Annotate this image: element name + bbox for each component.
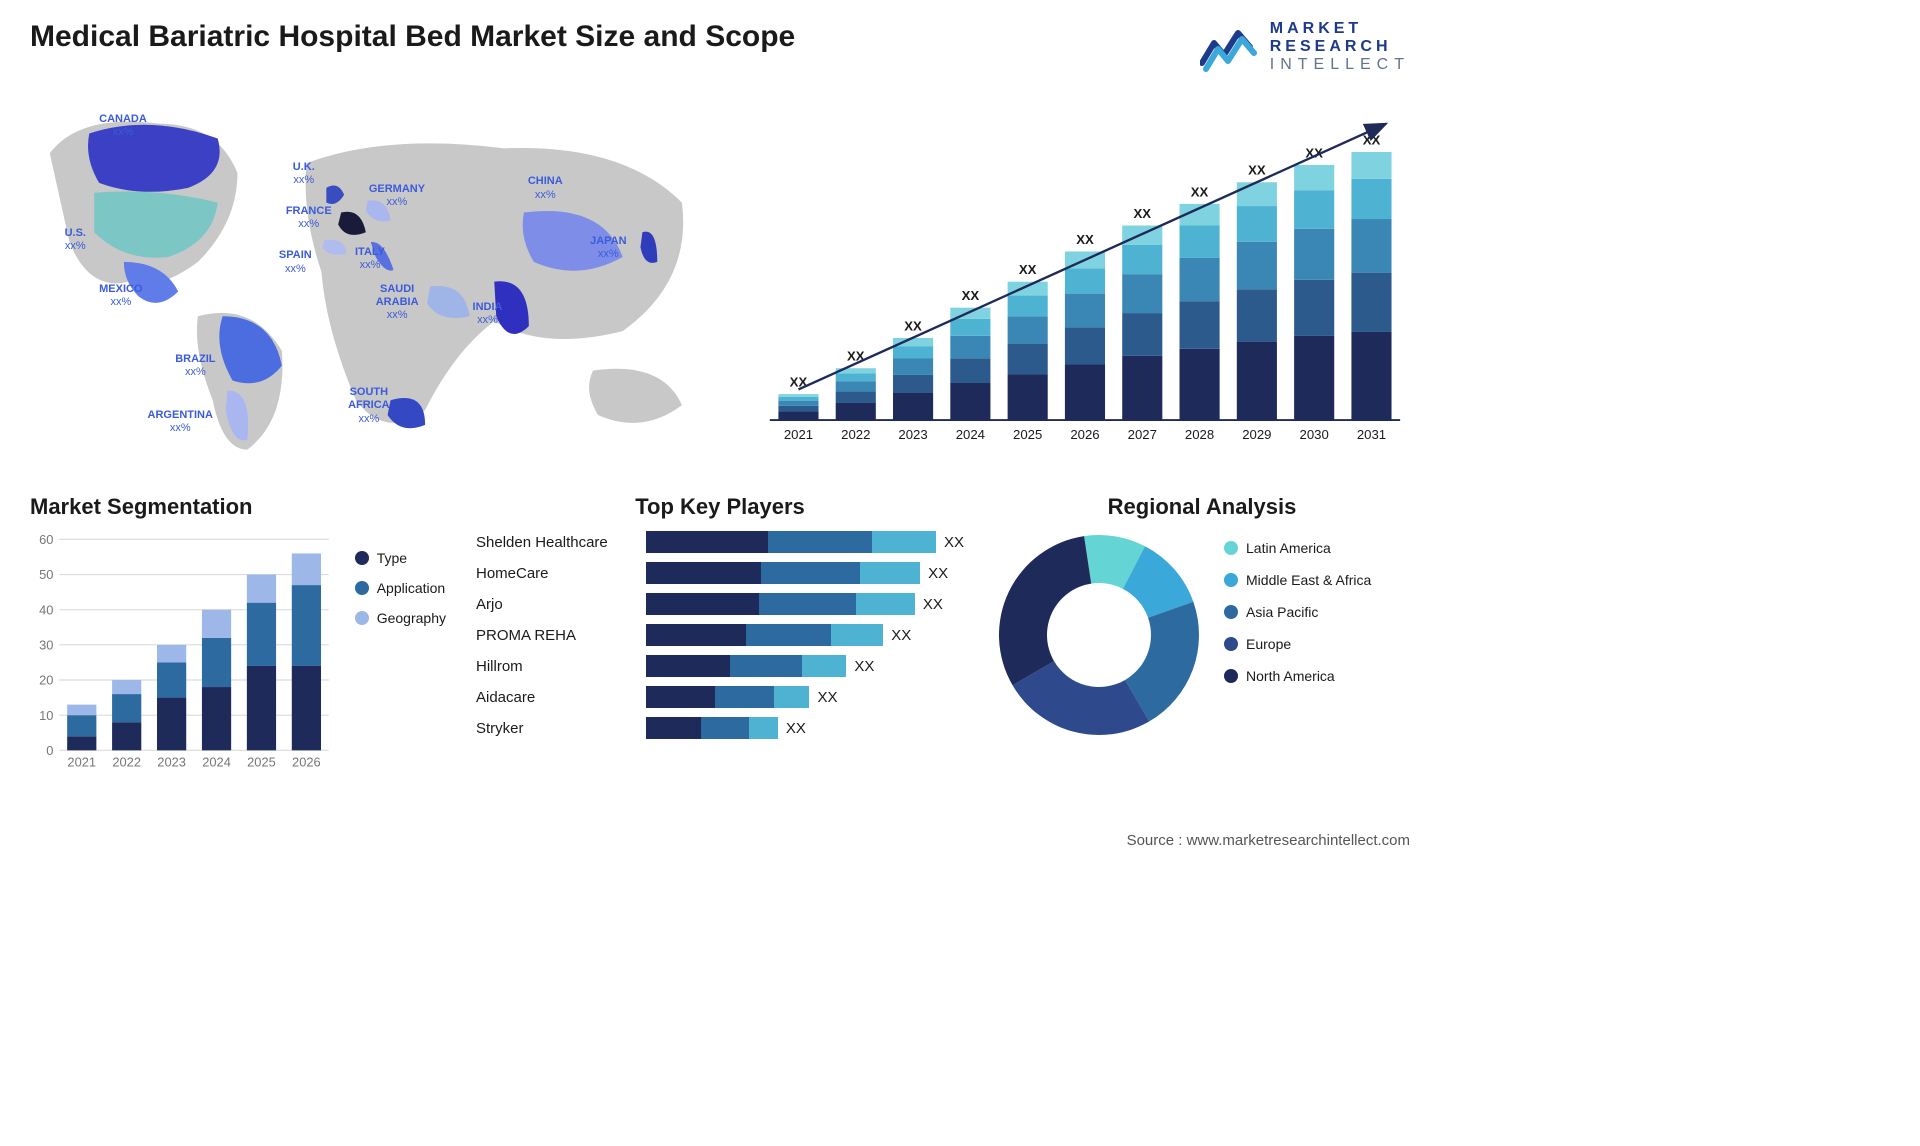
svg-text:2024: 2024 (202, 755, 231, 770)
player-name: Stryker (476, 716, 636, 740)
svg-text:XX: XX (1077, 232, 1095, 247)
map-label-us: U.S.xx% (65, 227, 86, 253)
map-label-saudi: SAUDIARABIAxx% (376, 283, 419, 323)
player-name: Aidacare (476, 685, 636, 709)
donut-legend-item: Europe (1224, 636, 1371, 652)
logo-text-3: INTELLECT (1270, 56, 1410, 74)
svg-text:XX: XX (1363, 132, 1381, 147)
svg-text:2028: 2028 (1185, 427, 1214, 442)
map-label-india: INDIAxx% (473, 301, 503, 327)
svg-text:2025: 2025 (1013, 427, 1042, 442)
map-label-china: CHINAxx% (528, 175, 563, 201)
seg-legend-item: Type (355, 550, 446, 566)
svg-text:XX: XX (1134, 206, 1152, 221)
logo-text-2: RESEARCH (1270, 38, 1410, 56)
players-panel: Top Key Players Shelden Healthcare HomeCa… (476, 494, 964, 776)
donut-legend-item: Middle East & Africa (1224, 572, 1371, 588)
page-title: Medical Bariatric Hospital Bed Market Si… (30, 20, 795, 54)
logo-text-1: MARKET (1270, 20, 1410, 38)
svg-text:2024: 2024 (956, 427, 985, 442)
map-label-brazil: BRAZILxx% (175, 353, 215, 379)
players-title: Top Key Players (476, 494, 964, 520)
svg-text:XX: XX (1019, 262, 1037, 277)
map-label-uk: U.K.xx% (293, 161, 315, 187)
brand-logo: MARKET RESEARCH INTELLECT (1200, 20, 1410, 74)
donut-chart-svg (994, 530, 1204, 740)
player-name-list: Shelden Healthcare HomeCare Arjo PROMA REHA… (476, 530, 636, 740)
svg-text:2026: 2026 (292, 755, 321, 770)
map-label-japan: JAPANxx% (590, 235, 626, 261)
svg-text:2030: 2030 (1300, 427, 1329, 442)
growth-chart-svg: XX 2021 XX 2022 XX 2023 XX 2024 XX 2025 XX 2026 XX 20… (751, 94, 1410, 464)
map-label-germany: GERMANYxx% (369, 183, 425, 209)
svg-text:XX: XX (962, 288, 980, 303)
map-label-canada: CANADAxx% (99, 113, 147, 139)
map-label-italy: ITALYxx% (355, 246, 385, 272)
svg-text:60: 60 (39, 532, 53, 547)
svg-text:2029: 2029 (1243, 427, 1272, 442)
player-bar-row: XX (646, 623, 964, 647)
segmentation-chart-svg: 0 10 20 30 40 50 60 2021 2022 2023 2024 2025 2026 (30, 530, 335, 776)
svg-text:2021: 2021 (67, 755, 96, 770)
svg-text:XX: XX (905, 318, 923, 333)
player-name: Shelden Healthcare (476, 530, 636, 554)
seg-legend-item: Application (355, 580, 446, 596)
source-text: Source : www.marketresearchintellect.com (0, 827, 1440, 859)
svg-text:2022: 2022 (112, 755, 141, 770)
svg-text:2023: 2023 (899, 427, 928, 442)
player-name: PROMA REHA (476, 623, 636, 647)
world-map: CANADAxx% U.S.xx% MEXICOxx% U.K.xx% FRANCExx… (30, 94, 721, 464)
seg-legend-item: Geography (355, 610, 446, 626)
player-name: Hillrom (476, 654, 636, 678)
donut-legend-item: Asia Pacific (1224, 604, 1371, 620)
segmentation-panel: Market Segmentation 0 10 20 30 40 50 60 2021 202… (30, 494, 446, 776)
map-label-spain: SPAINxx% (279, 249, 312, 275)
svg-text:XX: XX (1191, 184, 1209, 199)
svg-text:2026: 2026 (1071, 427, 1100, 442)
segmentation-title: Market Segmentation (30, 494, 446, 520)
svg-text:20: 20 (39, 673, 53, 688)
svg-text:2025: 2025 (247, 755, 276, 770)
map-label-argentina: ARGENTINAxx% (148, 409, 213, 435)
donut-title: Regional Analysis (994, 494, 1410, 520)
donut-legend-item: North America (1224, 668, 1371, 684)
svg-text:XX: XX (1249, 163, 1267, 178)
map-label-zafrica: SOUTHAFRICAxx% (348, 386, 390, 426)
svg-text:2031: 2031 (1357, 427, 1386, 442)
donut-legend-item: Latin America (1224, 540, 1371, 556)
player-bar-row: XX (646, 561, 964, 585)
svg-text:30: 30 (39, 638, 53, 653)
player-bar-row: XX (646, 685, 964, 709)
svg-text:2022: 2022 (842, 427, 871, 442)
svg-text:2021: 2021 (784, 427, 813, 442)
donut-legend: Latin America Middle East & Africa Asia Pa… (1224, 530, 1371, 684)
player-bar-row: XX (646, 716, 964, 740)
player-bar-row: XX (646, 592, 964, 616)
svg-text:2027: 2027 (1128, 427, 1157, 442)
donut-panel: Regional Analysis Latin America Middle Ea… (994, 494, 1410, 776)
player-bar-list: XX XX XX XX XX XX XX (646, 530, 964, 740)
svg-text:0: 0 (46, 743, 53, 758)
segmentation-legend: Type Application Geography (355, 530, 446, 776)
player-bar-row: XX (646, 530, 964, 554)
player-bar-row: XX (646, 654, 964, 678)
player-name: Arjo (476, 592, 636, 616)
svg-text:40: 40 (39, 602, 53, 617)
logo-mark-icon (1200, 21, 1260, 73)
svg-text:10: 10 (39, 708, 53, 723)
svg-text:50: 50 (39, 567, 53, 582)
player-name: HomeCare (476, 561, 636, 585)
svg-text:2023: 2023 (157, 755, 186, 770)
growth-chart: XX 2021 XX 2022 XX 2023 XX 2024 XX 2025 XX 2026 XX 20… (751, 94, 1410, 469)
map-label-france: FRANCExx% (286, 205, 332, 231)
map-label-mexico: MEXICOxx% (99, 283, 142, 309)
